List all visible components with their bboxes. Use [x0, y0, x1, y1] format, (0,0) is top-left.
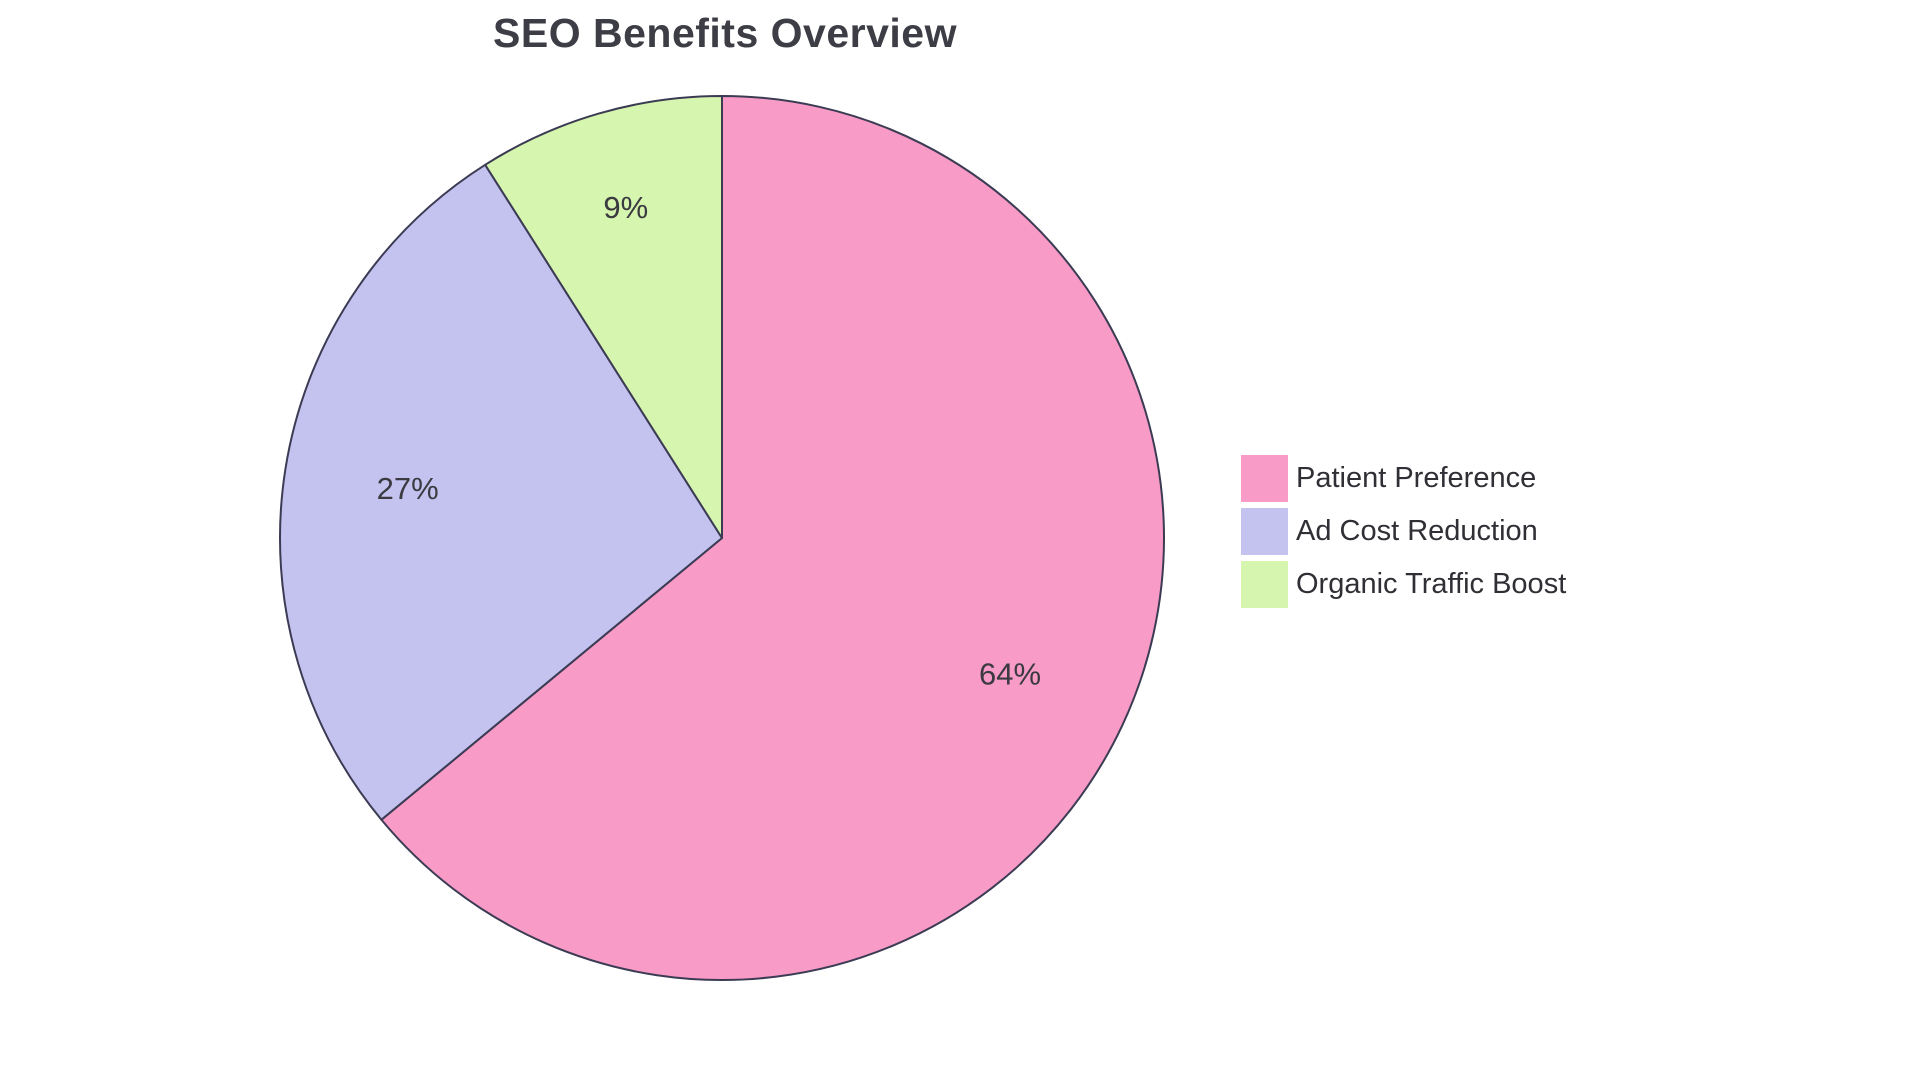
pie-pct-label-ad-cost-reduction: 27% — [377, 471, 439, 506]
legend-label: Organic Traffic Boost — [1296, 568, 1567, 600]
pie-slice-patient-preference — [380, 95, 1165, 981]
legend-swatch-organic-traffic-boost — [1241, 561, 1288, 608]
chart-title: SEO Benefits Overview — [493, 10, 957, 56]
pie-pct-label-patient-preference: 64% — [979, 657, 1041, 692]
legend-item-patient-preference: Patient Preference — [1241, 455, 1566, 502]
pie-slice-ad-cost-reduction — [279, 163, 723, 821]
legend-item-ad-cost-reduction: Ad Cost Reduction — [1241, 508, 1566, 555]
legend-item-organic-traffic-boost: Organic Traffic Boost — [1241, 561, 1566, 608]
pie-slice-organic-traffic-boost — [484, 95, 723, 539]
legend: Patient Preference Ad Cost Reduction Org… — [1241, 455, 1566, 608]
pie-pct-label-organic-traffic-boost: 9% — [603, 190, 648, 225]
legend-label: Ad Cost Reduction — [1296, 515, 1538, 547]
legend-label: Patient Preference — [1296, 462, 1537, 494]
legend-swatch-ad-cost-reduction — [1241, 508, 1288, 555]
legend-swatch-patient-preference — [1241, 455, 1288, 502]
